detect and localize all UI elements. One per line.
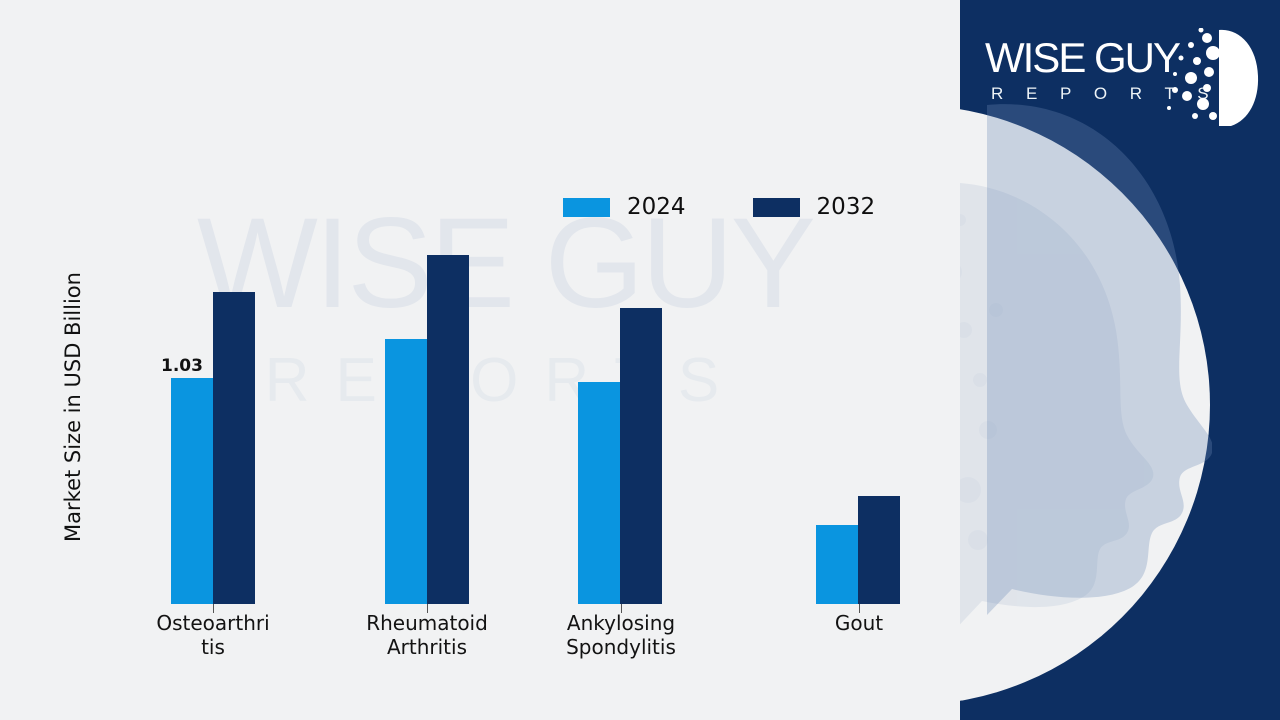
- logo-wordmark-primary: WISE GUY: [985, 34, 1181, 81]
- category-label-line: Rheumatoid: [366, 611, 488, 635]
- category-label-line: Osteoarthri: [156, 611, 270, 635]
- x-axis-tick: [427, 604, 428, 613]
- logo: WISE GUY R E P O R T S: [985, 28, 1265, 126]
- legend: 2024 2032: [563, 193, 875, 221]
- brand-panel: [960, 0, 1280, 720]
- category-label-line: Spondylitis: [566, 634, 676, 659]
- legend-item-2032[interactable]: 2032: [752, 194, 876, 220]
- category-label-line: Arthritis: [386, 634, 468, 659]
- plot-area: Market Size in USD Billion 2024 2032 1.0…: [61, 193, 900, 659]
- bar-2032-rheumatoid-arthritis[interactable]: [427, 255, 469, 604]
- bar-value-label: 1.03: [161, 356, 203, 376]
- legend-swatch-2024: [563, 197, 610, 217]
- logo-head-dots-icon: [1167, 28, 1259, 126]
- bar-2024-ankylosing-spondylitis[interactable]: [578, 382, 620, 604]
- x-axis-category-label: Rheumatoid Arthritis: [317, 611, 537, 659]
- category-label-line: tis: [201, 634, 225, 659]
- category-label-line: Gout: [834, 611, 884, 635]
- bars-layer: 1.03 Osteoarthri tis Rheumatoid Arthritis Ank…: [103, 255, 900, 659]
- logo-wordmark-secondary: R E P O R T S: [991, 84, 1218, 103]
- head-silhouette-dark-icon: [987, 104, 1212, 615]
- category-label-line: Ankylosing: [566, 611, 676, 635]
- legend-label-2024: 2024: [627, 194, 686, 220]
- x-axis-tick: [213, 604, 214, 613]
- legend-item-2024[interactable]: 2024: [563, 194, 686, 220]
- bar-2024-osteoarthritis[interactable]: [171, 378, 213, 604]
- x-axis-category-label: Gout: [749, 611, 969, 636]
- head-silhouette-light-icon: [960, 183, 1154, 625]
- legend-swatch-2032: [752, 197, 800, 217]
- x-axis-tick: [621, 604, 622, 613]
- bar-2024-rheumatoid-arthritis[interactable]: [385, 339, 427, 604]
- bar-2032-gout[interactable]: [858, 496, 900, 604]
- bar-2032-ankylosing-spondylitis[interactable]: [620, 308, 662, 604]
- bar-2032-osteoarthritis[interactable]: [213, 292, 255, 604]
- x-axis-tick: [859, 604, 860, 613]
- neural-dots-icon: [960, 214, 1003, 550]
- decorative-circle: [960, 105, 1210, 705]
- x-axis-category-label: Ankylosing Spondylitis: [511, 611, 731, 659]
- legend-label-2032: 2032: [816, 194, 876, 220]
- bar-2024-gout[interactable]: [816, 525, 858, 604]
- x-axis-category-label: Osteoarthri tis: [103, 611, 323, 659]
